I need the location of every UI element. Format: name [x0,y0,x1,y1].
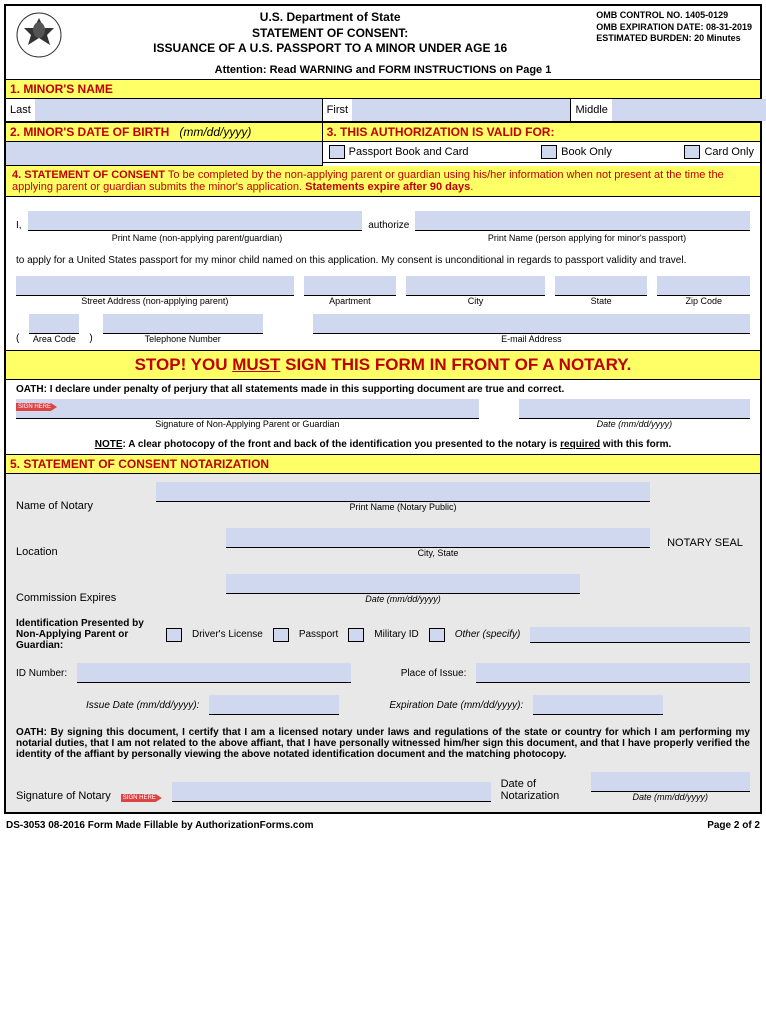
email-input[interactable] [313,314,750,334]
sign-here-marker: SIGN HERE [16,403,57,411]
dl-checkbox[interactable] [166,628,182,642]
notary-oath: OATH: By signing this document, I certif… [6,721,760,766]
header-title: U.S. Department of State STATEMENT OF CO… [64,10,596,60]
middle-input[interactable] [612,99,766,121]
section-2-3-row: 2. MINOR'S DATE OF BIRTH (mm/dd/yyyy) 3.… [6,122,760,166]
id-presented-label: Identification Presented by Non-Applying… [16,618,156,651]
book-card-checkbox[interactable] [329,145,345,159]
commission-input[interactable] [226,574,580,594]
first-label: First [323,100,352,120]
header: U.S. Department of State STATEMENT OF CO… [6,6,760,64]
middle-label: Middle [571,100,611,120]
book-only-checkbox[interactable] [541,145,557,159]
sign-here-marker-2: SIGN HERE [121,794,162,802]
section-4-header: 4. STATEMENT OF CONSENT To be completed … [6,166,760,197]
dob-input[interactable] [6,142,322,166]
issue-date-input[interactable] [209,695,339,715]
section-5-header: 5. STATEMENT OF CONSENT NOTARIZATION [6,454,760,474]
notary-section: Name of Notary Print Name (Notary Public… [6,474,760,812]
print-name-1-input[interactable] [28,211,363,231]
street-input[interactable] [16,276,294,296]
last-label: Last [6,100,35,120]
notary-sig-input[interactable] [172,782,491,802]
section-1-header: 1. MINOR'S NAME [6,79,760,99]
notary-seal-area: NOTARY SEAL [660,537,760,549]
state-seal-icon [14,10,64,60]
oath-text: OATH: I declare under penalty of perjury… [6,380,760,399]
military-checkbox[interactable] [348,628,364,642]
section-3-header: 3. THIS AUTHORIZATION IS VALID FOR: [323,122,760,142]
state-input[interactable] [555,276,648,296]
section-2-header: 2. MINOR'S DATE OF BIRTH (mm/dd/yyyy) [6,122,322,142]
notary-location-input[interactable] [226,528,650,548]
id-number-input[interactable] [77,663,351,683]
apt-input[interactable] [304,276,397,296]
note-text: NOTE: A clear photocopy of the front and… [6,435,760,454]
signature-input[interactable] [16,399,479,419]
first-input[interactable] [352,99,570,121]
last-input[interactable] [35,99,322,121]
notary-name-input[interactable] [156,482,650,502]
attention-text: Attention: Read WARNING and FORM INSTRUC… [6,64,760,79]
city-input[interactable] [406,276,545,296]
area-input[interactable] [29,314,79,334]
sig-date-input[interactable] [519,399,750,419]
notarization-date-input[interactable] [591,772,750,792]
auth-options: Passport Book and Card Book Only Card On… [323,142,760,163]
passport-checkbox[interactable] [273,628,289,642]
other-input[interactable] [530,627,750,643]
print-name-2-input[interactable] [415,211,750,231]
apply-text: to apply for a United States passport fo… [16,255,750,266]
zip-input[interactable] [657,276,750,296]
other-checkbox[interactable] [429,628,445,642]
footer: DS-3053 08-2016 Form Made Fillable by Au… [0,818,766,833]
card-only-checkbox[interactable] [684,145,700,159]
omb-info: OMB CONTROL NO. 1405-0129 OMB EXPIRATION… [596,10,752,60]
stop-banner: STOP! YOU MUST SIGN THIS FORM IN FRONT O… [6,350,760,380]
place-issue-input[interactable] [476,663,750,683]
exp-date-input[interactable] [533,695,663,715]
form-container: U.S. Department of State STATEMENT OF CO… [4,4,762,814]
consent-body: I, authorize Print Name (non-applying pa… [6,197,760,350]
tel-input[interactable] [103,314,263,334]
name-row: Last First Middle [6,99,760,122]
